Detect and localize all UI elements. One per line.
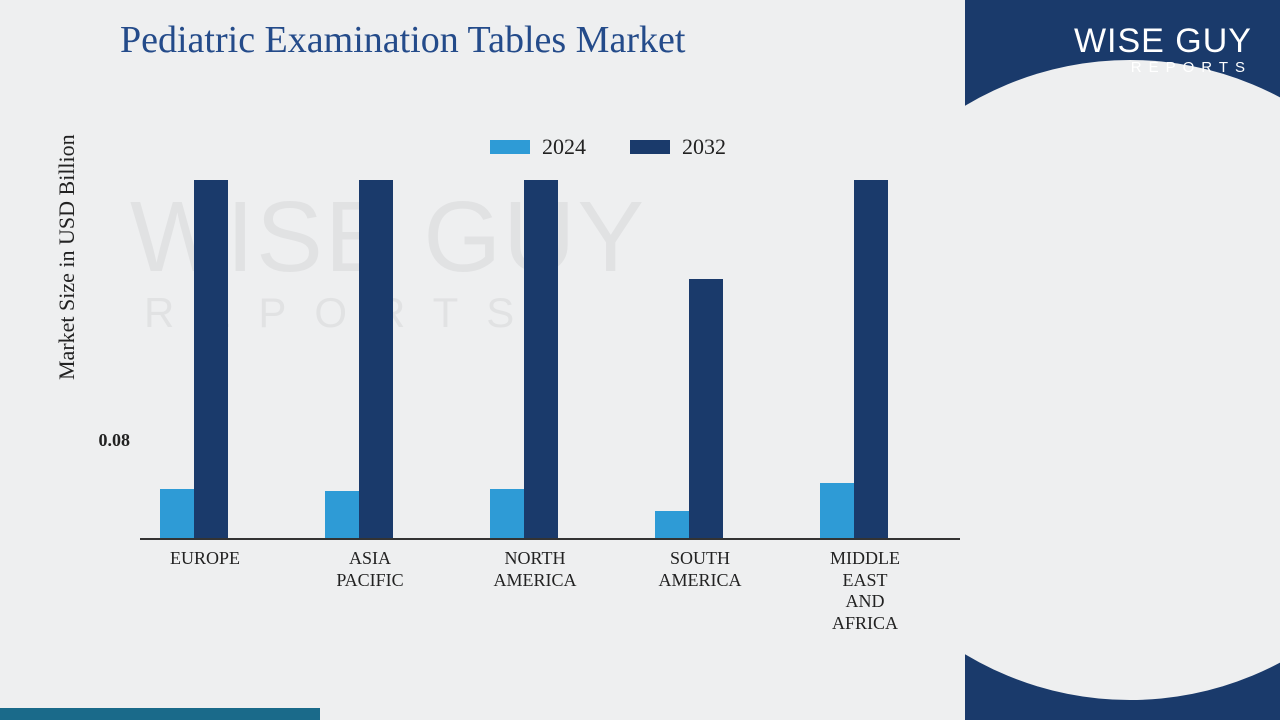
bar-2024 — [820, 483, 854, 539]
x-axis-label: NORTH AMERICA — [460, 548, 610, 591]
bar-2024 — [655, 511, 689, 538]
chart-canvas: WISE GUY REPORTS Pediatric Examination T… — [0, 0, 1280, 720]
legend-swatch-2024 — [490, 140, 530, 154]
bar-2032 — [194, 180, 228, 538]
chart-title: Pediatric Examination Tables Market — [120, 18, 685, 62]
right-panel — [965, 0, 1280, 720]
bar-2032 — [359, 180, 393, 538]
x-axis-label: ASIA PACIFIC — [295, 548, 445, 591]
x-axis-label: EUROPE — [130, 548, 280, 570]
bar-2024 — [490, 489, 524, 538]
legend-item-2032: 2032 — [630, 134, 726, 160]
x-axis-label: SOUTH AMERICA — [625, 548, 775, 591]
bar-2024 — [325, 491, 359, 538]
legend: 2024 2032 — [490, 134, 726, 160]
logo-line-2: REPORTS — [1074, 59, 1252, 76]
brand-logo: WISE GUY REPORTS — [1074, 22, 1252, 76]
bar-2024 — [160, 489, 194, 538]
logo-line-1: WISE GUY — [1074, 22, 1252, 61]
bar-2032 — [854, 180, 888, 538]
x-axis-label: MIDDLE EAST AND AFRICA — [790, 548, 940, 634]
legend-label-2024: 2024 — [542, 134, 586, 160]
bar-2032 — [524, 180, 558, 538]
legend-item-2024: 2024 — [490, 134, 586, 160]
y-tick-label: 0.08 — [70, 430, 130, 451]
y-axis-label: Market Size in USD Billion — [54, 134, 80, 380]
legend-label-2032: 2032 — [682, 134, 726, 160]
bottom-accent-bar — [0, 708, 320, 720]
bar-2032 — [689, 279, 723, 538]
plot-region: 0.08EUROPEASIA PACIFICNORTH AMERICASOUTH… — [140, 170, 960, 540]
legend-swatch-2032 — [630, 140, 670, 154]
chart-area: 2024 2032 Market Size in USD Billion 0.0… — [60, 140, 980, 680]
